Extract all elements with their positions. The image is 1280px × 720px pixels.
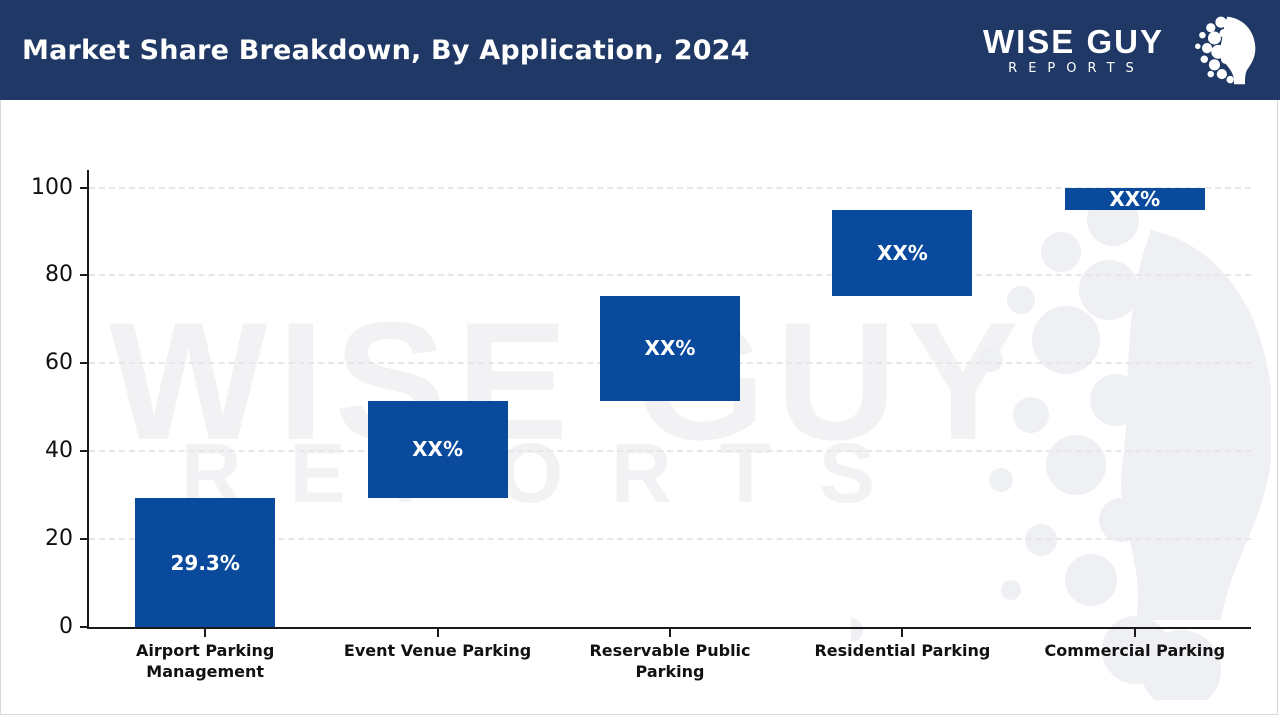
- x-category-label: Commercial Parking: [1044, 641, 1226, 660]
- bar-value-label: XX%: [1109, 187, 1161, 211]
- y-tick-label-20: 20: [45, 526, 73, 552]
- x-axis-spine: [87, 627, 1251, 629]
- header-bar: Market Share Breakdown, By Application, …: [0, 0, 1280, 100]
- bar-value-label: XX%: [876, 240, 928, 265]
- x-category-label: Airport Parking Management: [136, 641, 275, 681]
- x-category-label: Event Venue Parking: [343, 641, 532, 660]
- bar: XX%: [600, 296, 740, 401]
- gridline-40: [89, 450, 1251, 453]
- gridline-80: [89, 274, 1251, 277]
- y-tick-20: [80, 538, 89, 541]
- y-tick-label-40: 40: [45, 438, 73, 464]
- x-category-label: Reservable Public Parking: [589, 641, 751, 681]
- gridline-20: [89, 538, 1251, 541]
- y-tick-80: [80, 274, 89, 277]
- brand-head-icon: [1195, 16, 1256, 85]
- bar-value-label: 29.3%: [170, 550, 240, 575]
- brand-wordmark: WISE GUY REPORTS: [983, 25, 1164, 75]
- brand-logo: WISE GUY REPORTS: [983, 10, 1258, 90]
- bar: XX%: [832, 209, 973, 297]
- bar: XX%: [1064, 187, 1205, 211]
- logo-subtext: REPORTS: [1008, 61, 1145, 76]
- x-tick: [901, 629, 904, 637]
- logo-wordmark-text: WISE GUY: [982, 23, 1164, 60]
- page-title: Market Share Breakdown, By Application, …: [22, 34, 750, 66]
- chart-canvas: WISE GUY REPORTS 0 20 40 60 80 100 29.3% Airpor…: [0, 100, 1278, 715]
- y-tick-label-60: 60: [45, 350, 73, 376]
- y-tick-60: [80, 362, 89, 365]
- watermark-subtext: REPORTS: [181, 426, 924, 520]
- bar: XX%: [367, 400, 508, 499]
- watermark-wordmark: WISE GUY: [109, 287, 1030, 475]
- y-axis-spine: [87, 170, 89, 629]
- x-tick: [1133, 629, 1136, 637]
- x-category-label: Residential Parking: [814, 641, 991, 660]
- y-tick-100: [80, 186, 89, 189]
- bar: 29.3%: [135, 498, 276, 627]
- x-tick: [204, 629, 207, 637]
- x-tick: [436, 629, 439, 637]
- y-tick-label-0: 0: [59, 614, 73, 639]
- y-tick-0: [80, 626, 89, 628]
- y-tick-label-80: 80: [45, 262, 73, 288]
- y-tick-40: [80, 450, 89, 453]
- bar-value-label: XX%: [644, 336, 696, 361]
- y-tick-label-100: 100: [31, 174, 73, 200]
- x-tick: [669, 629, 671, 637]
- bar-value-label: XX%: [412, 437, 464, 462]
- gridline-100: [89, 186, 1251, 189]
